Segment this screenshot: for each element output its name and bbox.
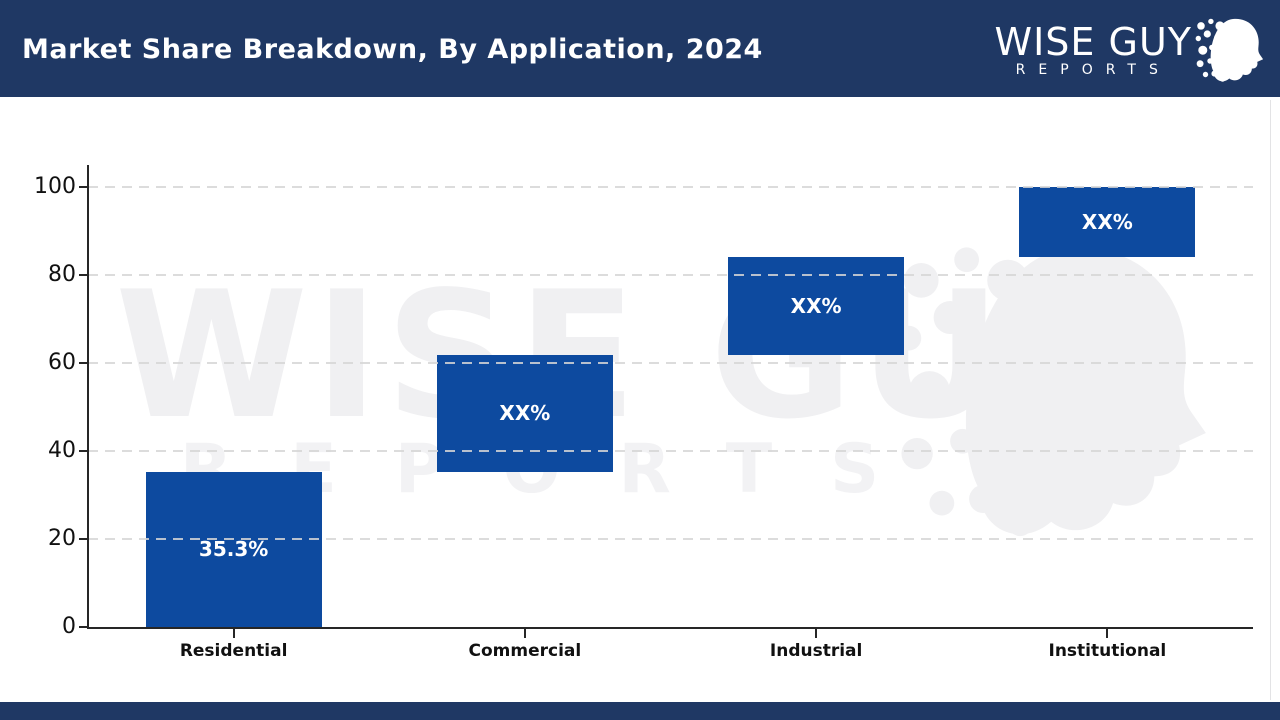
gridline-y20 [88,538,1253,540]
header-bar: Market Share Breakdown, By Application, … [0,0,1280,97]
gridline-y40 [88,450,1253,452]
footer-bar [0,702,1280,720]
bar-value-label: XX% [499,401,551,426]
y-tick-label: 40 [48,438,76,463]
bar-industrial: XX% [728,257,905,356]
bar-value-label: 35.3% [198,537,269,562]
bar-value-label: XX% [1081,210,1133,235]
gridline-y80 [88,274,1253,276]
x-category-label: Residential [179,641,288,661]
x-tick-mark [1106,629,1109,638]
y-tick-mark [79,538,88,540]
y-tick-label: 20 [48,526,76,551]
x-tick-mark [815,629,818,638]
y-tick-label: 0 [62,614,76,639]
gridline-y60 [88,362,1253,364]
bar-value-label: XX% [790,294,842,319]
wise-guy-reports-logo: WISE GUY REPORTS [995,8,1264,90]
x-axis-line [87,627,1253,629]
y-tick-mark [79,186,88,188]
x-tick-mark [232,629,235,638]
gridline-y100 [88,186,1253,188]
y-tick-mark [79,362,88,364]
logo-text: WISE GUY REPORTS [995,22,1192,78]
x-tick-mark [523,629,526,638]
y-tick-label: 100 [34,174,76,199]
y-tick-mark [79,626,88,628]
y-tick-mark [79,450,88,452]
y-tick-label: 80 [48,262,76,287]
y-tick-mark [79,274,88,276]
logo-subtitle: REPORTS [1015,62,1171,78]
x-category-label: Institutional [1048,641,1167,661]
watermark-face-icon [896,247,1206,537]
plot-right-border [1270,100,1271,700]
y-axis-line [87,165,89,629]
face-profile-icon [1195,18,1264,82]
bar-institutional: XX% [1019,187,1196,258]
logo-wordmark: WISE GUY [994,20,1192,64]
page-title: Market Share Breakdown, By Application, … [22,34,763,65]
y-tick-label: 60 [48,350,76,375]
bar-residential: 35.3% [145,471,322,627]
bar-commercial: XX% [436,355,613,472]
x-category-label: Industrial [769,641,863,661]
x-category-label: Commercial [468,641,582,661]
